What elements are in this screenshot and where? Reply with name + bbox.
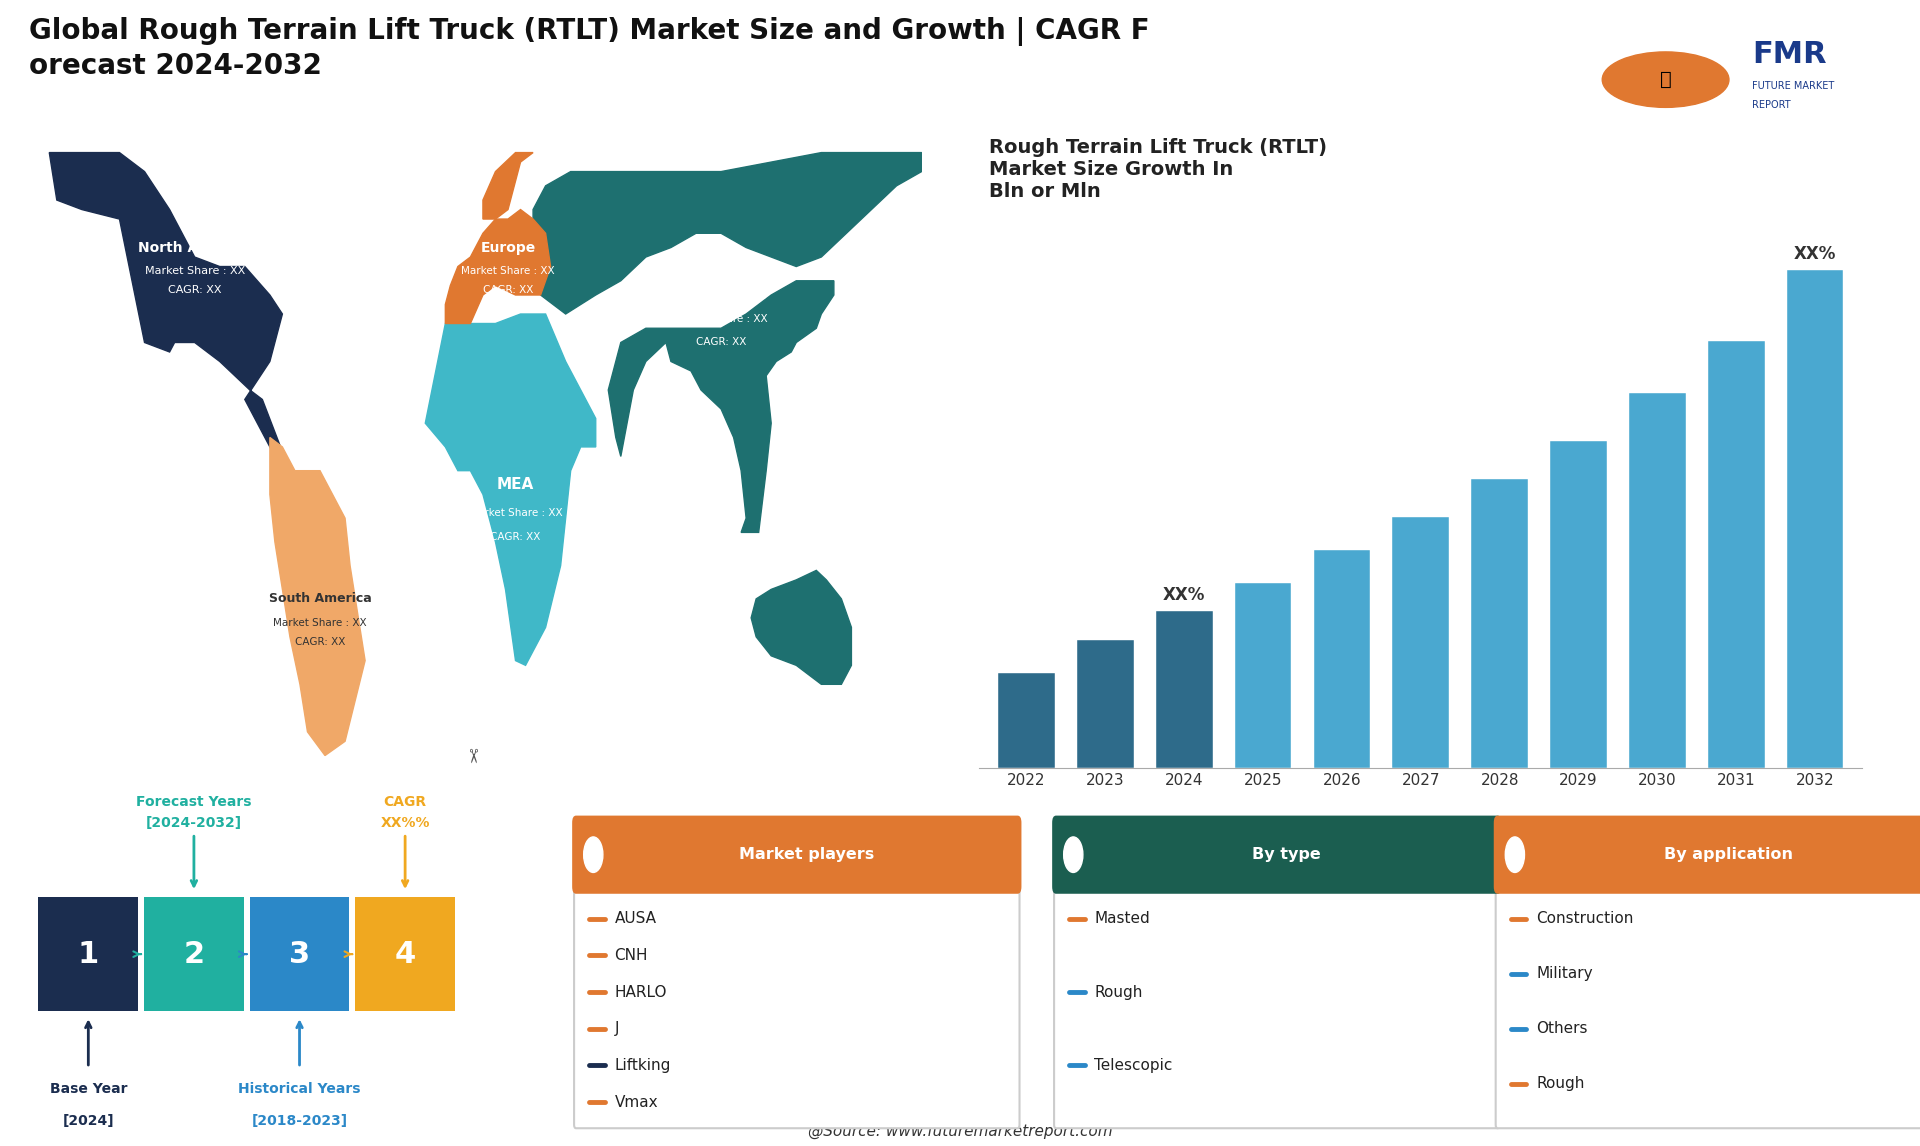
Bar [1077,639,1133,768]
Text: Liftking: Liftking [614,1058,670,1073]
Bar [1235,583,1292,768]
Bar [1156,611,1213,768]
FancyBboxPatch shape [250,897,349,1011]
Text: @Source: www.futuremarketreport.com: @Source: www.futuremarketreport.com [808,1124,1112,1139]
Bar [1471,479,1528,768]
FancyBboxPatch shape [1054,884,1500,1128]
Polygon shape [484,152,534,219]
Text: Rough Terrain Lift Truck (RTLT)
Market Size Growth In
Bln or Mln: Rough Terrain Lift Truck (RTLT) Market S… [989,138,1327,201]
Text: XX%%: XX%% [380,816,430,830]
Polygon shape [424,314,595,666]
Text: orecast 2024-2032: orecast 2024-2032 [29,52,323,79]
Text: Market players: Market players [739,847,874,862]
Text: Market Share : XX: Market Share : XX [674,314,768,324]
Bar [1709,342,1764,768]
Text: 2: 2 [182,940,205,968]
Text: CAGR: XX: CAGR: XX [296,636,346,646]
Text: Forecast Years: Forecast Years [136,794,252,809]
Polygon shape [534,152,922,314]
Text: CAGR: XX: CAGR: XX [695,337,747,347]
Polygon shape [271,438,365,755]
Bar [1549,441,1607,768]
Text: Market Share : XX: Market Share : XX [468,509,563,518]
Text: [2024-2032]: [2024-2032] [146,816,242,830]
Text: Global Rough Terrain Lift Truck (RTLT) Market Size and Growth | CAGR F: Global Rough Terrain Lift Truck (RTLT) M… [29,17,1150,46]
Text: XX%: XX% [1164,587,1206,604]
Text: CAGR: XX: CAGR: XX [490,532,541,542]
Circle shape [1601,52,1728,108]
Text: Telescopic: Telescopic [1094,1058,1173,1073]
Text: Asia Pacific: Asia Pacific [676,288,766,303]
Text: CNH: CNH [614,948,647,963]
Text: HARLO: HARLO [614,984,666,999]
Text: [2018-2023]: [2018-2023] [252,1114,348,1128]
Text: XX%: XX% [1793,245,1836,262]
Text: Others: Others [1536,1021,1588,1036]
Text: Masted: Masted [1094,911,1150,926]
Polygon shape [445,210,551,323]
FancyBboxPatch shape [1494,816,1920,894]
Text: Historical Years: Historical Years [238,1082,361,1096]
Text: ✂: ✂ [461,747,480,763]
Text: 4: 4 [394,940,417,968]
Polygon shape [751,571,851,684]
FancyBboxPatch shape [1052,816,1501,894]
Text: Military: Military [1536,966,1592,981]
Polygon shape [609,281,833,533]
Text: [2024]: [2024] [63,1114,113,1128]
Text: AUSA: AUSA [614,911,657,926]
Circle shape [1505,837,1524,872]
Text: Market Share : XX: Market Share : XX [461,266,555,276]
Text: 3: 3 [288,940,311,968]
Text: Market Share : XX: Market Share : XX [144,266,244,276]
Circle shape [1064,837,1083,872]
Text: MEA: MEA [497,478,534,493]
Text: South America: South America [269,592,371,605]
Text: FUTURE MARKET: FUTURE MARKET [1751,81,1834,91]
FancyBboxPatch shape [574,884,1020,1128]
Text: By type: By type [1252,847,1321,862]
Text: 1: 1 [77,940,100,968]
Bar [1392,517,1450,768]
Text: Rough: Rough [1094,984,1142,999]
Circle shape [584,837,603,872]
Text: REPORT: REPORT [1751,100,1791,110]
Bar [1788,270,1843,768]
FancyBboxPatch shape [1496,884,1920,1128]
Bar [1628,393,1686,768]
Text: North America: North America [138,241,252,254]
Text: FMR: FMR [1751,40,1826,69]
Text: J: J [614,1021,618,1036]
FancyBboxPatch shape [38,897,138,1011]
Bar [998,673,1054,768]
Text: CAGR: XX: CAGR: XX [167,285,221,296]
Text: Market Share : XX: Market Share : XX [273,618,367,628]
Text: By application: By application [1663,847,1793,862]
Text: Construction: Construction [1536,911,1634,926]
Bar [1313,550,1371,768]
Text: CAGR: XX: CAGR: XX [482,285,534,296]
FancyBboxPatch shape [144,897,244,1011]
Text: Vmax: Vmax [614,1094,659,1109]
Text: Base Year: Base Year [50,1082,127,1096]
FancyBboxPatch shape [355,897,455,1011]
Text: 🏋: 🏋 [1659,70,1672,89]
Polygon shape [50,152,282,456]
Text: CAGR: CAGR [384,794,426,809]
FancyBboxPatch shape [572,816,1021,894]
Text: Europe: Europe [480,241,536,254]
Text: Rough: Rough [1536,1076,1584,1091]
